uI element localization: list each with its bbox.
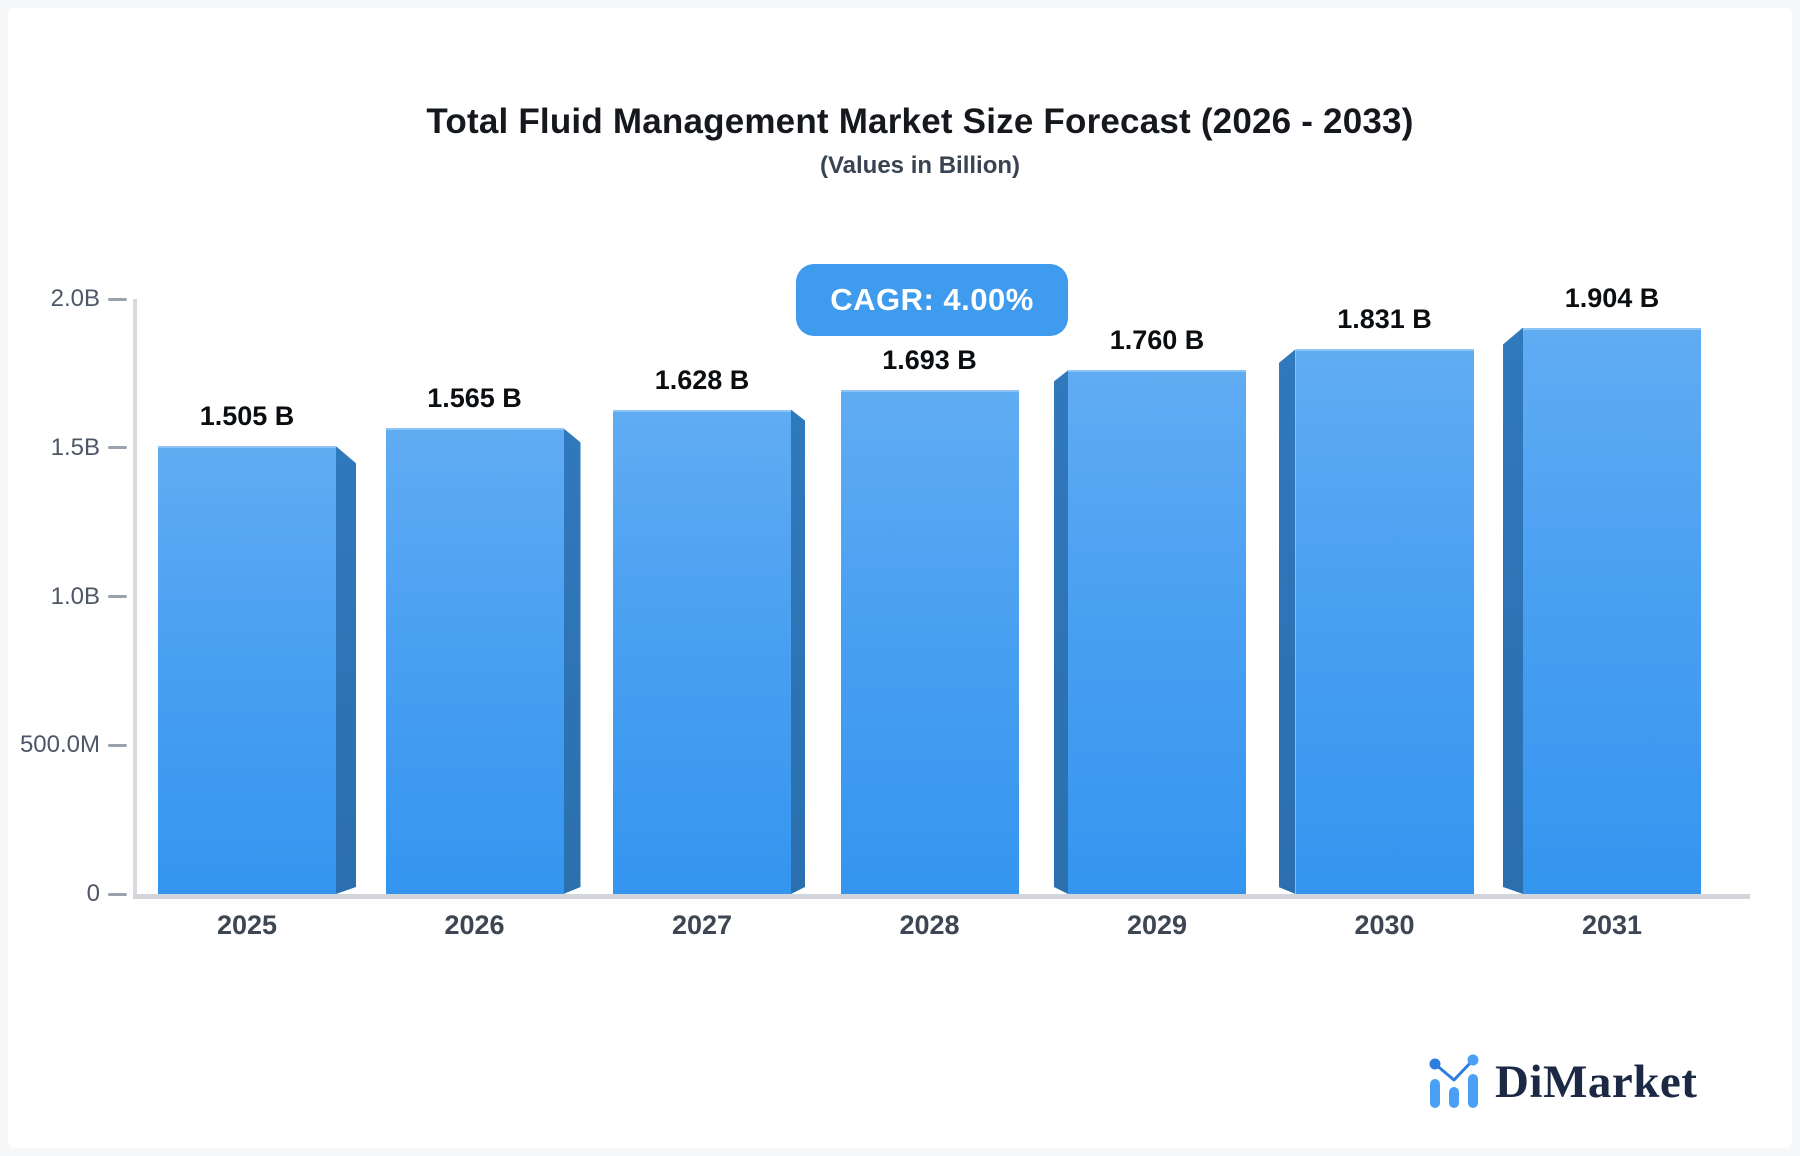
- chart-canvas: Total Fluid Management Market Size Forec…: [8, 8, 1792, 1148]
- y-tick-label: 500.0M: [19, 731, 100, 759]
- bar-side-face: [1279, 349, 1296, 894]
- y-tick-mark: [108, 892, 127, 896]
- logo-chart-icon: [1428, 1053, 1482, 1111]
- bar-value-label: 1.505 B: [199, 401, 295, 432]
- bar-2026[interactable]: [385, 428, 564, 894]
- chart-header: Total Fluid Management Market Size Forec…: [8, 100, 1792, 184]
- x-axis-label: 2031: [1581, 910, 1643, 940]
- x-axis-label: 2027: [671, 910, 733, 940]
- bar-2030[interactable]: [1295, 349, 1474, 894]
- y-axis-line: [133, 299, 137, 894]
- y-tick-mark: [108, 743, 127, 747]
- x-axis-label: 2025: [216, 910, 278, 940]
- y-tick-label: 1.5B: [50, 433, 100, 461]
- bar-value-label: 1.565 B: [427, 383, 522, 414]
- y-tick-label: 1.0B: [50, 582, 100, 610]
- y-tick-label: 2.0B: [50, 285, 100, 312]
- y-tick-mark: [108, 446, 127, 450]
- x-axis-label: 2029: [1126, 910, 1188, 940]
- x-axis-label: 2030: [1354, 910, 1415, 940]
- dimarket-logo[interactable]: DiMarket: [1428, 1046, 1697, 1118]
- bar-value-label: 1.904 B: [1564, 282, 1660, 313]
- bar-value-label: 1.831 B: [1337, 304, 1432, 335]
- chart-card: Total Fluid Management Market Size Forec…: [8, 8, 1792, 1148]
- x-axis-baseline: [133, 894, 1750, 899]
- bar-side-face: [791, 410, 805, 894]
- bar-side-face: [1054, 370, 1068, 894]
- chart-title: Total Fluid Management Market Size Forec…: [426, 102, 1414, 141]
- bar-side-face: [564, 428, 581, 894]
- bar-2028[interactable]: [840, 390, 1019, 894]
- bar-side-face: [1503, 328, 1523, 894]
- chart-subtitle: (Values in Billion): [819, 152, 1021, 179]
- bar-2027[interactable]: [613, 409, 791, 894]
- bar-value-label: 1.693 B: [882, 345, 977, 376]
- bar-2025[interactable]: [158, 446, 336, 894]
- bar-2031[interactable]: [1523, 327, 1701, 894]
- y-tick-mark: [108, 595, 127, 598]
- x-axis-label: 2026: [444, 910, 505, 940]
- bar-side-face: [336, 446, 356, 894]
- y-tick-mark: [108, 297, 127, 301]
- bar-value-label: 1.760 B: [1109, 325, 1205, 356]
- bar-value-label: 1.628 B: [654, 364, 750, 395]
- x-axis-label: 2028: [899, 910, 960, 940]
- y-tick-label: 0: [86, 880, 100, 907]
- logo-text: DiMarket: [1495, 1056, 1698, 1108]
- cagr-badge: CAGR: 4.00%: [796, 264, 1068, 336]
- bar-2029[interactable]: [1068, 370, 1246, 894]
